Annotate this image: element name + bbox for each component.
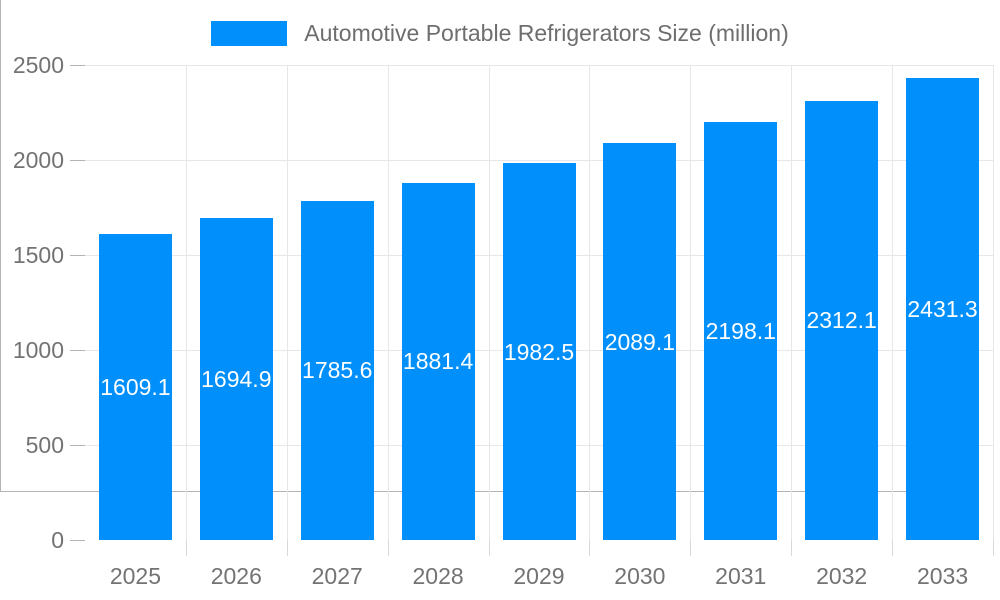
bar-2032[interactable] xyxy=(805,100,879,540)
x-gridline xyxy=(488,65,490,540)
x-axis-tick xyxy=(892,540,894,556)
x-axis-tick xyxy=(488,540,490,556)
x-axis-tick xyxy=(993,540,994,556)
bar-2030[interactable] xyxy=(603,143,677,540)
x-axis-tick xyxy=(387,540,389,556)
legend-swatch xyxy=(211,21,288,46)
y-axis-line xyxy=(0,0,1,491)
bar-value-label: 1609.1 xyxy=(100,374,171,401)
x-axis-tick xyxy=(589,540,591,556)
bar-value-label: 2312.1 xyxy=(806,307,877,334)
y-axis-tick xyxy=(70,350,85,351)
bar-value-label: 1982.5 xyxy=(503,338,575,365)
bar-2031[interactable] xyxy=(704,122,778,540)
x-axis-label: 2028 xyxy=(412,563,464,589)
y-axis-label: 500 xyxy=(25,432,64,458)
y-gridline xyxy=(85,160,993,161)
x-gridline xyxy=(892,65,894,540)
x-axis-label: 2029 xyxy=(513,563,565,589)
y-axis-tick xyxy=(70,445,85,446)
x-axis-label: 2033 xyxy=(916,563,969,589)
y-axis-label: 1500 xyxy=(12,242,64,268)
y-axis-label: 1000 xyxy=(12,337,64,363)
y-axis-label: 2500 xyxy=(12,52,64,78)
y-axis-tick xyxy=(70,540,85,541)
x-axis-tick xyxy=(286,540,288,556)
x-axis-tick xyxy=(185,540,187,556)
x-axis-tick xyxy=(690,540,692,556)
bar-value-label: 1694.9 xyxy=(201,365,272,392)
x-gridline xyxy=(791,65,793,540)
x-axis-label: 2027 xyxy=(311,563,363,589)
y-axis-tick xyxy=(70,255,85,256)
bar-2027[interactable] xyxy=(300,200,374,540)
x-axis-label: 2025 xyxy=(109,563,162,589)
bar-2026[interactable] xyxy=(199,217,273,540)
x-axis-tick xyxy=(791,540,793,556)
x-gridline xyxy=(993,65,994,540)
x-axis-label: 2031 xyxy=(715,563,767,589)
bar-2028[interactable] xyxy=(401,182,475,540)
bar-2025[interactable] xyxy=(98,234,172,540)
x-gridline xyxy=(387,65,389,540)
bar-value-label: 2089.1 xyxy=(604,328,676,355)
x-axis-label: 2026 xyxy=(210,563,262,589)
x-gridline xyxy=(690,65,692,540)
bar-2033[interactable] xyxy=(906,78,980,540)
y-axis-label: 0 xyxy=(51,527,64,553)
y-axis-label: 2000 xyxy=(12,147,64,173)
bar-value-label: 2198.1 xyxy=(705,318,776,345)
chart-legend[interactable]: Automotive Portable Refrigerators Size (… xyxy=(0,20,1000,47)
x-gridline xyxy=(185,65,187,540)
bar-value-label: 1881.4 xyxy=(402,348,474,375)
bar-value-label: 2431.3 xyxy=(907,296,978,323)
x-gridline xyxy=(286,65,288,540)
y-axis-tick xyxy=(70,65,85,66)
y-axis-tick xyxy=(70,160,85,161)
x-axis-label: 2032 xyxy=(816,563,868,589)
bar-2029[interactable] xyxy=(502,163,576,540)
legend-label: Automotive Portable Refrigerators Size (… xyxy=(304,20,789,46)
bar-value-label: 1785.6 xyxy=(302,357,373,384)
x-gridline xyxy=(589,65,591,540)
y-gridline xyxy=(85,65,993,66)
x-axis-label: 2030 xyxy=(614,563,666,589)
